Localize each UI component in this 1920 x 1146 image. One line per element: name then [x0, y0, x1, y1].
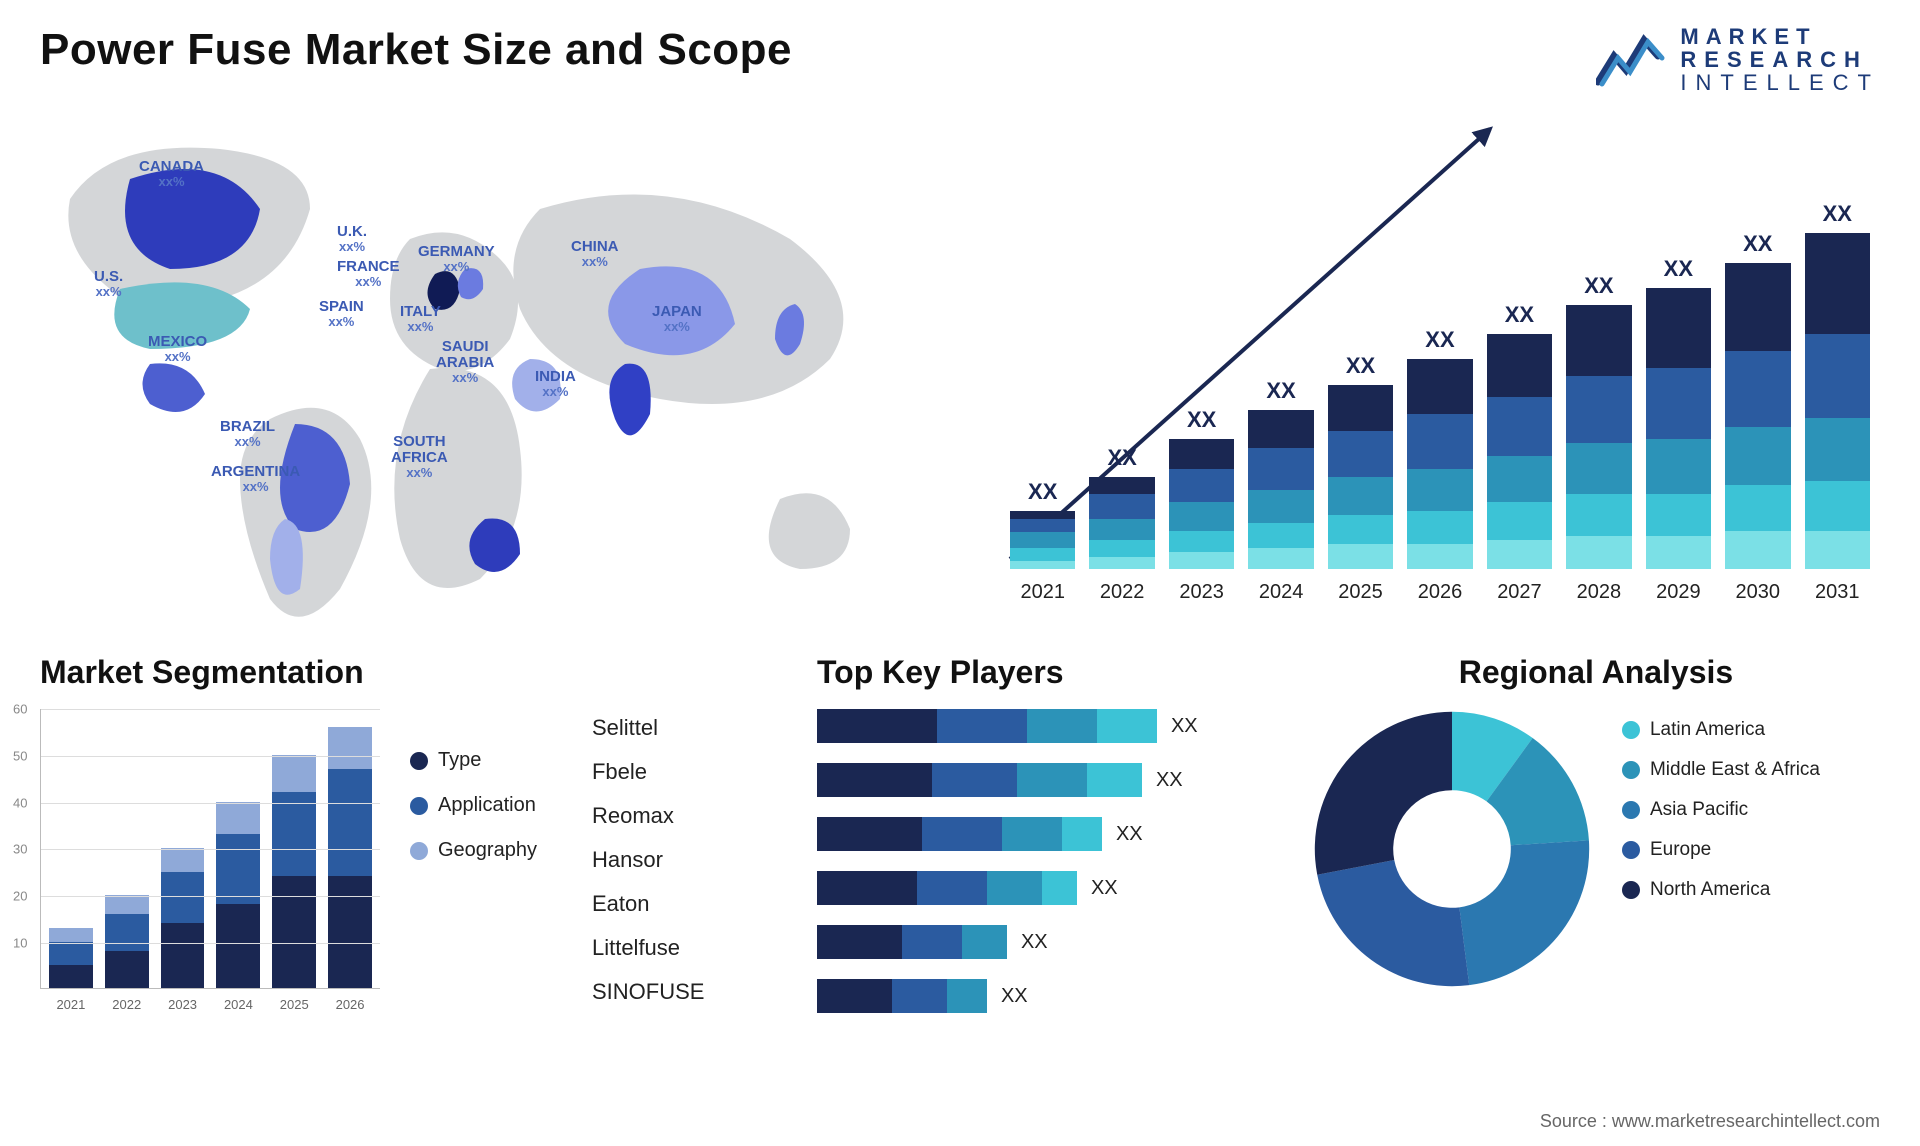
- segmentation-title: Market Segmentation: [40, 654, 537, 691]
- map-label: INDIAxx%: [535, 369, 576, 398]
- player-name: Fbele: [592, 750, 762, 794]
- map-label: SAUDIARABIAxx%: [436, 339, 494, 384]
- map-label: ARGENTINAxx%: [211, 464, 300, 493]
- key-players-chart: XX XX XX XX XX XX: [817, 709, 1257, 1013]
- regional-legend-item: Middle East & Africa: [1622, 759, 1820, 781]
- segmentation-legend: Type Application Geography: [410, 709, 537, 989]
- logo-text-1: MARKET: [1680, 25, 1880, 48]
- market-bar: XX: [1328, 385, 1393, 570]
- market-bar: XX: [1089, 477, 1154, 569]
- segmentation-year: 2021: [49, 997, 93, 1012]
- key-player-bar: XX: [817, 925, 1257, 959]
- player-name: Littelfuse: [592, 926, 762, 970]
- map-label: SOUTHAFRICAxx%: [391, 434, 448, 479]
- market-bar-year: 2021: [1010, 581, 1075, 604]
- market-bar: XX: [1169, 439, 1234, 569]
- donut-slice: [1317, 860, 1469, 986]
- market-bar: XX: [1407, 359, 1472, 569]
- market-bar-year: 2024: [1248, 581, 1313, 604]
- market-size-chart: XXXXXXXXXXXXXXXXXXXXXX 20212022202320242…: [1000, 119, 1880, 619]
- regional-legend: Latin America Middle East & Africa Asia Pa…: [1622, 709, 1820, 919]
- regional-legend-item: North America: [1622, 879, 1820, 901]
- player-name: Eaton: [592, 882, 762, 926]
- donut-slice: [1315, 712, 1452, 875]
- segmentation-year: 2026: [328, 997, 372, 1012]
- segmentation-year: 2022: [105, 997, 149, 1012]
- key-player-bar: XX: [817, 763, 1257, 797]
- market-bar-year: 2026: [1407, 581, 1472, 604]
- segmentation-bar: [328, 727, 372, 988]
- market-bar: XX: [1248, 410, 1313, 570]
- segmentation-bar: [272, 755, 316, 988]
- market-bar: XX: [1646, 288, 1711, 569]
- map-label: MEXICOxx%: [148, 334, 207, 363]
- regional-legend-item: Latin America: [1622, 719, 1820, 741]
- map-label: JAPANxx%: [652, 304, 702, 333]
- segmentation-legend-item: Application: [410, 794, 537, 817]
- player-name: Selittel: [592, 706, 762, 750]
- world-map: CANADAxx% U.S.xx% MEXICOxx% BRAZILxx% ARGENT…: [40, 119, 940, 619]
- market-bar-year: 2022: [1089, 581, 1154, 604]
- player-name: SINOFUSE: [592, 970, 762, 1014]
- market-bar-year: 2023: [1169, 581, 1234, 604]
- market-bar-year: 2028: [1566, 581, 1631, 604]
- key-player-bar: XX: [817, 709, 1257, 743]
- segmentation-legend-item: Type: [410, 749, 537, 772]
- player-name: Reomax: [592, 794, 762, 838]
- regional-donut: [1312, 709, 1592, 989]
- segmentation-year: 2024: [216, 997, 260, 1012]
- market-bar: XX: [1010, 511, 1075, 570]
- player-name: Hansor: [592, 838, 762, 882]
- segmentation-legend-item: Geography: [410, 839, 537, 862]
- market-bar: XX: [1725, 263, 1790, 570]
- segmentation-year: 2023: [161, 997, 205, 1012]
- map-label: CANADAxx%: [139, 159, 204, 188]
- map-label: GERMANYxx%: [418, 244, 495, 273]
- donut-slice: [1459, 841, 1589, 986]
- market-bar-year: 2027: [1487, 581, 1552, 604]
- brand-logo: MARKET RESEARCH INTELLECT: [1596, 25, 1880, 94]
- segmentation-year: 2025: [272, 997, 316, 1012]
- key-player-bar: XX: [817, 979, 1257, 1013]
- map-label: U.S.xx%: [94, 269, 123, 298]
- map-label: FRANCExx%: [337, 259, 400, 288]
- map-label: SPAINxx%: [319, 299, 364, 328]
- segmentation-bar: [49, 928, 93, 989]
- key-player-bar: XX: [817, 817, 1257, 851]
- players-text-list: SelittelFbeleReomaxHansorEatonLittelfuse…: [592, 706, 762, 1014]
- market-bar: XX: [1805, 233, 1870, 569]
- segmentation-bar: [161, 848, 205, 988]
- logo-text-3: INTELLECT: [1680, 71, 1880, 94]
- market-bar-year: 2029: [1646, 581, 1711, 604]
- regional-title: Regional Analysis: [1312, 654, 1880, 691]
- market-bar: XX: [1487, 334, 1552, 569]
- segmentation-chart: 202120222023202420252026 102030405060: [40, 709, 380, 989]
- market-bar-year: 2031: [1805, 581, 1870, 604]
- page-title: Power Fuse Market Size and Scope: [40, 25, 792, 75]
- map-label: U.K.xx%: [337, 224, 367, 253]
- regional-legend-item: Europe: [1622, 839, 1820, 861]
- logo-mark-icon: [1596, 32, 1666, 87]
- source-text: Source : www.marketresearchintellect.com: [1540, 1111, 1880, 1132]
- market-bar-year: 2025: [1328, 581, 1393, 604]
- market-bar-year: 2030: [1725, 581, 1790, 604]
- regional-legend-item: Asia Pacific: [1622, 799, 1820, 821]
- key-players-title: Top Key Players: [817, 654, 1257, 691]
- market-bar: XX: [1566, 305, 1631, 570]
- map-label: ITALYxx%: [400, 304, 441, 333]
- logo-text-2: RESEARCH: [1680, 48, 1880, 71]
- map-label: CHINAxx%: [571, 239, 619, 268]
- key-player-bar: XX: [817, 871, 1257, 905]
- map-label: BRAZILxx%: [220, 419, 275, 448]
